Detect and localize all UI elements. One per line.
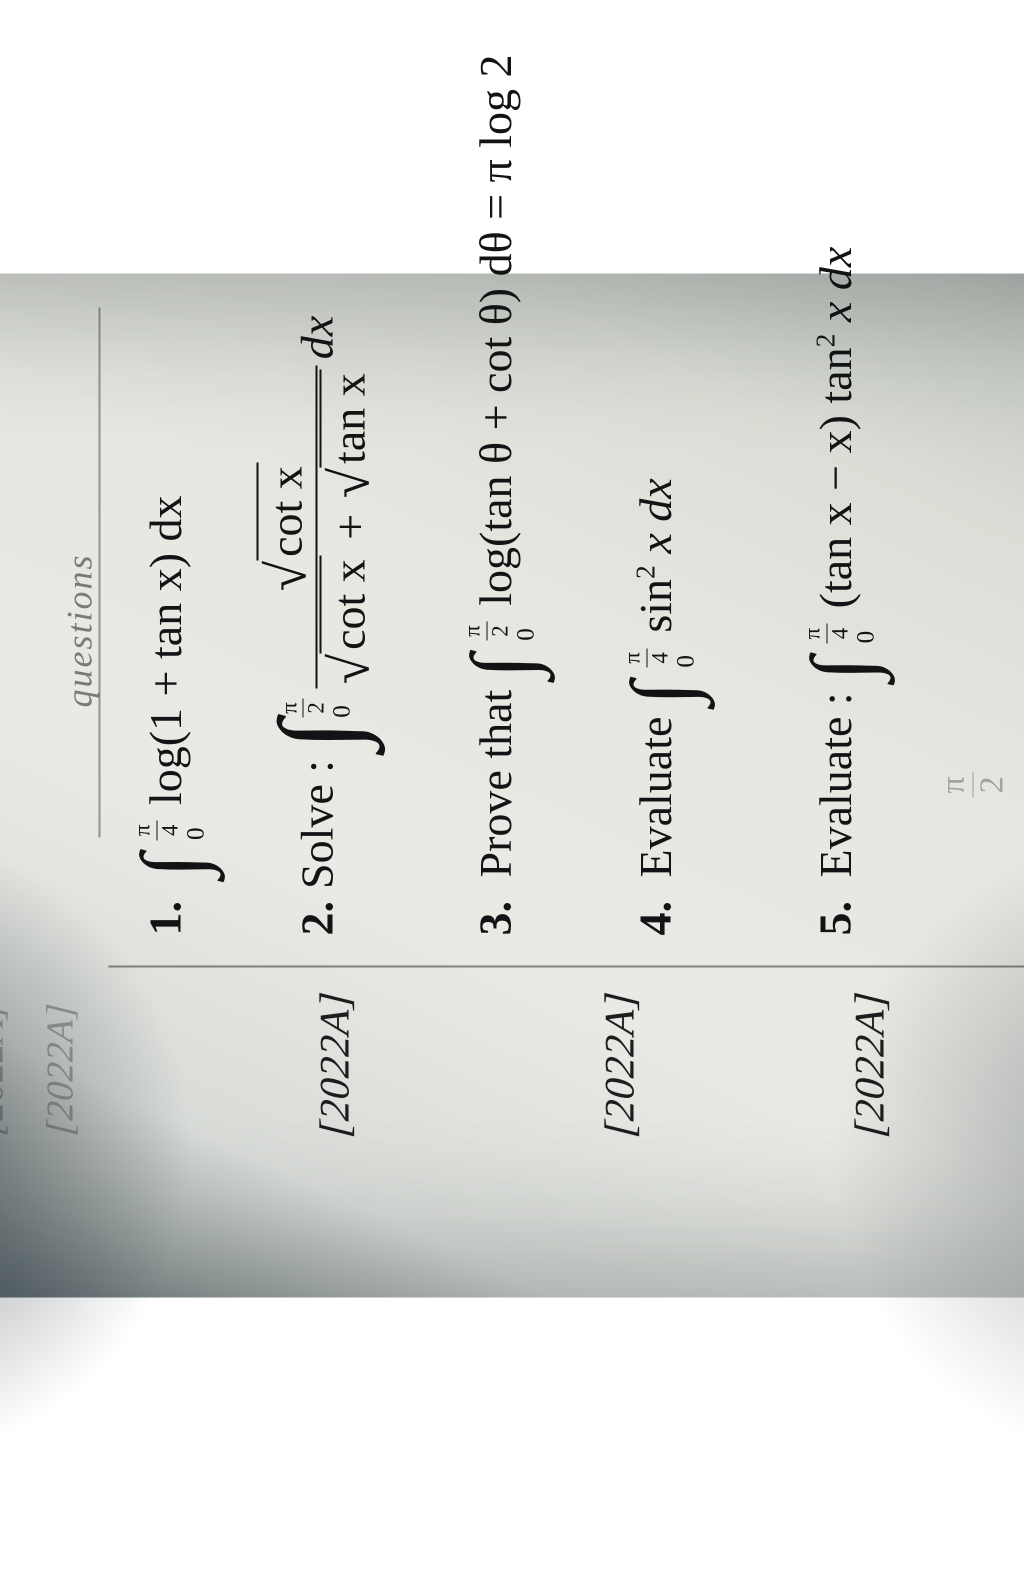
q5-limits: π 4 0 — [802, 624, 879, 644]
q3-limits: π 2 0 — [462, 621, 539, 641]
question-1: 1. ∫ π 4 0 log(1 + tan x) dx — [127, 495, 214, 935]
q3-lead: Prove that — [470, 678, 521, 877]
q5-upper-num: π — [802, 624, 828, 644]
bottom-cut-num: π — [937, 772, 974, 797]
q4-lower: 0 — [672, 648, 699, 668]
q2-number: 2. — [290, 901, 343, 936]
q1-expression: log(1 + tan x) dx — [140, 495, 191, 805]
q1-number: 1. — [140, 901, 191, 936]
q5-mid: (tan x − x) tan — [810, 347, 861, 608]
q4-limits: π 4 0 — [622, 648, 699, 668]
q2-den-rad1: cot x — [320, 555, 377, 654]
q2-lower: 0 — [329, 698, 356, 718]
year-tag-cut-2: [2022A] — [0, 1002, 13, 1137]
q3-expression: log(tan θ + cot θ) dθ = π log 2 — [470, 54, 521, 605]
question-5: 5. Evaluate : ∫ π 4 0 (tan x − x) tan2 x… — [797, 247, 884, 936]
sqrt-icon: √tan x — [320, 369, 377, 498]
integral-sign-icon: ∫ — [128, 854, 215, 878]
question-3: 3. Prove that ∫ π 2 0 log(tan θ + cot θ)… — [457, 54, 544, 935]
q5-lead: Evaluate : — [810, 681, 861, 878]
integral-sign-icon: ∫ — [618, 681, 705, 705]
q1-upper-num: π — [132, 821, 158, 841]
q2-den-rad2: tan x — [320, 369, 377, 468]
header-cutoff-right: questions — [59, 553, 101, 707]
q4-upper-den: 4 — [647, 648, 672, 668]
integral-sign-icon: ∫ — [798, 657, 885, 681]
q3-upper-den: 2 — [487, 621, 512, 641]
q1-lower: 0 — [182, 821, 209, 841]
q3-lower: 0 — [512, 621, 539, 641]
q5-lower: 0 — [852, 624, 879, 644]
bottom-cutoff-fragment: π 2 — [937, 772, 1010, 797]
q5-sup: 2 — [809, 334, 840, 348]
q1-upper-den: 4 — [157, 821, 182, 841]
year-tag-cut-1: [2022A] — [39, 1002, 83, 1137]
q2-num-radicand: cot x — [257, 462, 314, 561]
q2-fraction: √cot x √cot x + √tan x — [257, 365, 377, 688]
q3-upper-num: π — [462, 621, 488, 641]
top-rule — [99, 308, 101, 838]
year-tag-3: [2022A] — [847, 990, 895, 1139]
q5-tail: x dx — [810, 247, 861, 334]
rotated-page: questions [2022A] [2022A] [2022A] [2022A… — [0, 274, 1024, 1298]
column-divider — [109, 966, 1024, 968]
bottom-cut-den: 2 — [974, 772, 1010, 797]
year-tag-2: [2022A] — [597, 990, 645, 1139]
q2-lead: Solve : — [290, 760, 343, 889]
question-2: 2. Solve : ∫ π 2 0 √cot x √cot x + √t — [257, 316, 377, 936]
integral-sign-icon: ∫ — [264, 720, 374, 750]
q2-tail: dx — [290, 316, 343, 359]
q4-sup: 2 — [629, 565, 660, 579]
year-tag-1: [2022A] — [312, 990, 360, 1139]
q4-lead: Evaluate — [630, 705, 681, 877]
q5-upper-den: 4 — [827, 624, 852, 644]
q1-limits: π 4 0 — [132, 821, 209, 841]
question-4: 4. Evaluate ∫ π 4 0 sin2 x dx — [617, 478, 704, 935]
integral-sign-icon: ∫ — [458, 654, 545, 678]
sqrt-icon: √cot x — [257, 462, 314, 591]
q2-limits: π 2 0 — [278, 698, 355, 718]
q2-upper-den: 2 — [304, 698, 329, 718]
q4-upper-num: π — [622, 648, 648, 668]
q3-number: 3. — [470, 901, 521, 936]
q4-tail: x dx — [630, 478, 681, 565]
q4-sin: sin — [630, 579, 681, 633]
q5-number: 5. — [810, 901, 861, 936]
sqrt-icon: √cot x — [320, 555, 377, 684]
q2-upper-num: π — [278, 698, 304, 718]
q4-number: 4. — [630, 901, 681, 936]
